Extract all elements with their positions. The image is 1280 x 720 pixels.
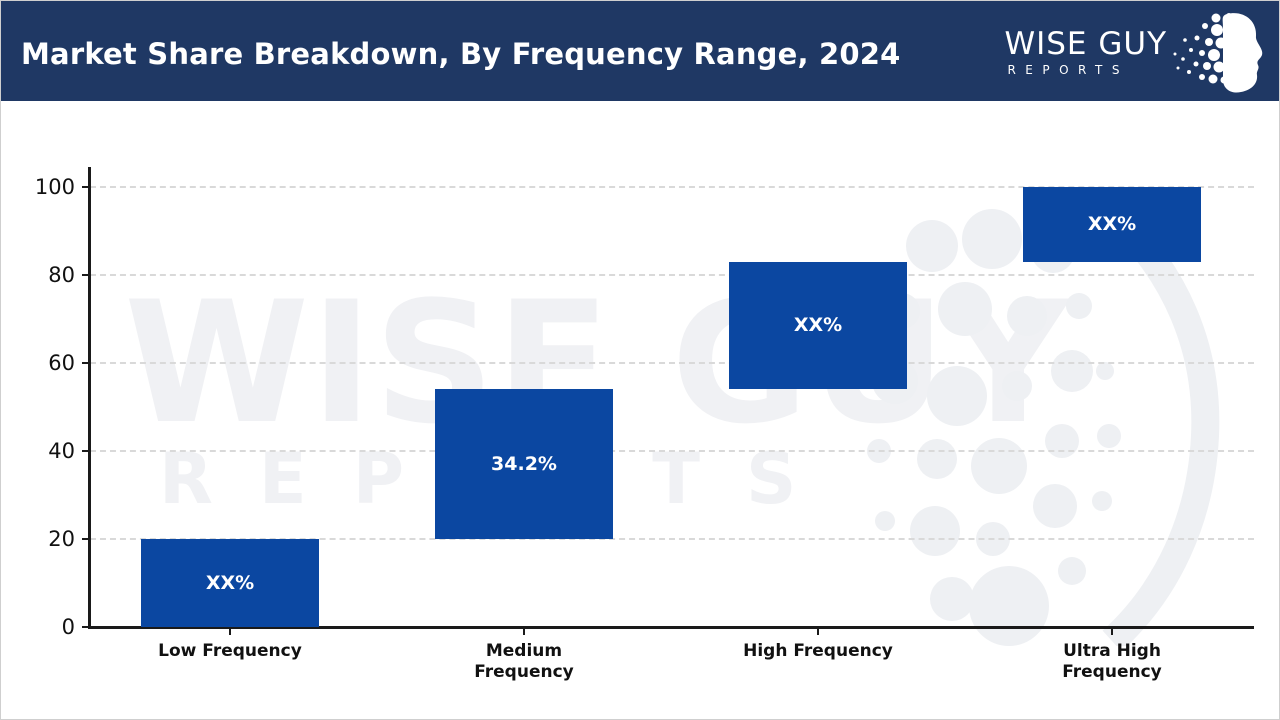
y-tick-label: 20 [48, 527, 75, 551]
bar-value-label: XX% [793, 314, 843, 337]
y-tick-label: 100 [34, 175, 75, 199]
header-bar: Market Share Breakdown, By Frequency Ran… [1, 1, 1279, 101]
x-tick-mark [817, 627, 819, 635]
bar-value-label: XX% [1087, 213, 1137, 236]
y-tick-mark [82, 186, 90, 188]
x-axis-line [88, 626, 1254, 629]
bar-value-label: XX% [205, 572, 255, 594]
logo-wordmark: WISE GUY [1004, 26, 1167, 63]
page-title: Market Share Breakdown, By Frequency Ran… [21, 37, 901, 71]
logo-subtitle: REPORTS [1007, 62, 1129, 77]
x-tick-mark [229, 627, 231, 635]
x-axis-label-medium-frequency: Medium Frequency [474, 641, 574, 683]
logo-text: WISE GUY REPORTS [1004, 27, 1167, 76]
y-tick-mark [82, 450, 90, 452]
y-axis-line [88, 167, 91, 629]
y-tick-mark [82, 274, 90, 276]
y-tick-label: 40 [48, 439, 75, 463]
x-tick-mark [523, 627, 525, 635]
bar-value-label: 34.2% [491, 452, 557, 475]
y-tick-label: 0 [61, 615, 75, 639]
logo-face-icon [1173, 13, 1263, 93]
gridline-20 [90, 538, 1254, 540]
y-tick-label: 80 [48, 263, 75, 287]
y-tick-label: 60 [48, 351, 75, 375]
bar-segment-high-frequency: XX% [729, 261, 907, 389]
bar-segment-medium-frequency: 34.2% [435, 388, 613, 539]
x-tick-mark [1111, 627, 1113, 635]
x-axis-label-low-frequency: Low Frequency [158, 641, 302, 661]
y-tick-mark [82, 626, 90, 628]
bar-segment-low-frequency: XX% [141, 539, 319, 627]
wise-guy-logo: WISE GUY REPORTS [1004, 10, 1265, 94]
x-axis-label-high-frequency: High Frequency [743, 641, 893, 661]
gridline-40 [90, 450, 1254, 452]
x-axis-label-ultra-high-frequency: Ultra High Frequency [1062, 641, 1162, 683]
gridline-60 [90, 362, 1254, 364]
gridline-80 [90, 274, 1254, 276]
y-tick-mark [82, 362, 90, 364]
gridline-100 [90, 186, 1254, 188]
y-tick-mark [82, 538, 90, 540]
bar-segment-ultra-high-frequency: XX% [1023, 187, 1201, 262]
